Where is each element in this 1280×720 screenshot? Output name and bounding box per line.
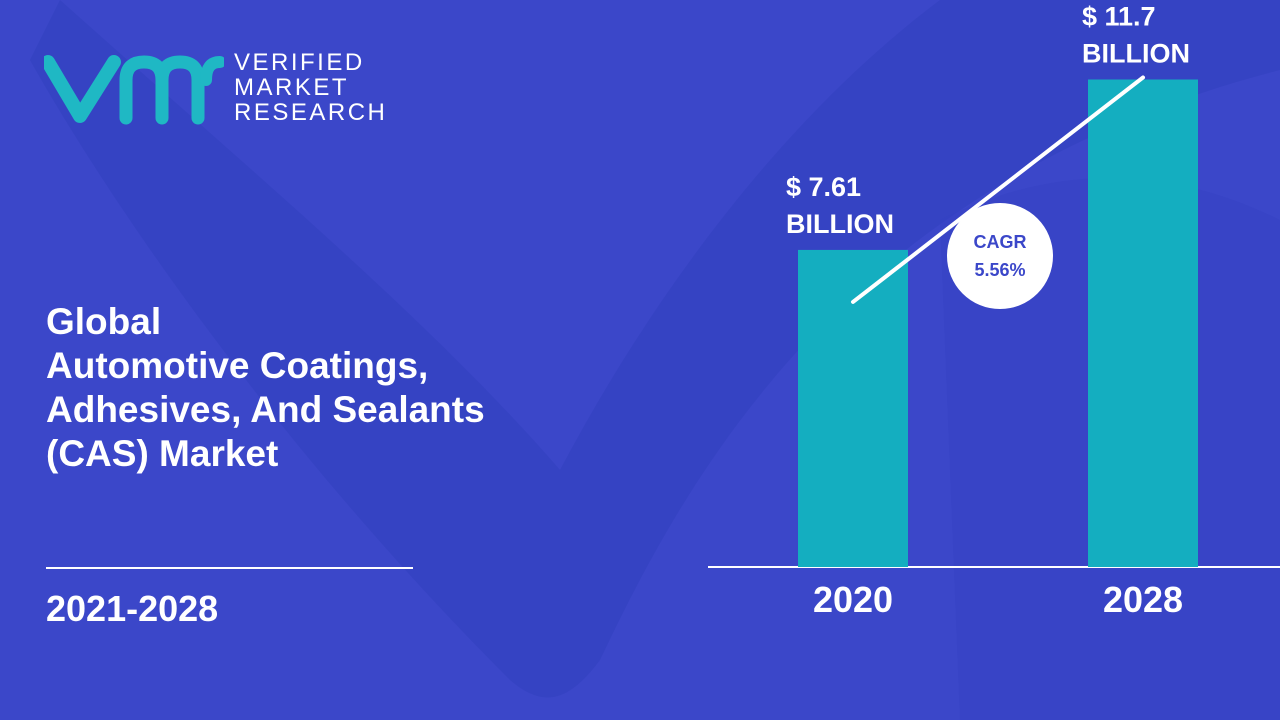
title-line: Adhesives, And Sealants [46,389,485,430]
data-label: BILLION [1082,39,1190,69]
data-label: BILLION [786,209,894,239]
logo-line-1: VERIFIED [234,49,365,76]
logo-line-3: RESEARCH [234,99,388,126]
title-line: Global [46,301,162,342]
title-line: (CAS) Market [46,433,279,474]
data-label: $ 7.61 [786,172,861,202]
company-logo: VERIFIED MARKET RESEARCH [44,46,404,136]
logo-wordmark: VERIFIED MARKET RESEARCH [234,50,387,125]
forecast-period: 2021-2028 [46,588,219,629]
cagr-trend-line [851,75,1145,304]
logo-line-2: MARKET [234,74,350,101]
title-divider [46,567,413,569]
vmr-logo-icon [44,55,224,125]
bar-2028 [1088,79,1198,567]
x-tick-label: 2028 [1103,579,1183,620]
title-line: Automotive Coatings, [46,345,429,386]
x-tick-label: 2020 [813,579,893,620]
cagr-label: CAGR [974,232,1027,252]
cagr-label: 5.56% [974,260,1025,280]
market-title: Global Automotive Coatings, Adhesives, A… [46,300,606,476]
data-label: $ 11.7 [1082,2,1156,32]
cagr-badge [947,203,1053,309]
bar-2020 [798,249,908,567]
